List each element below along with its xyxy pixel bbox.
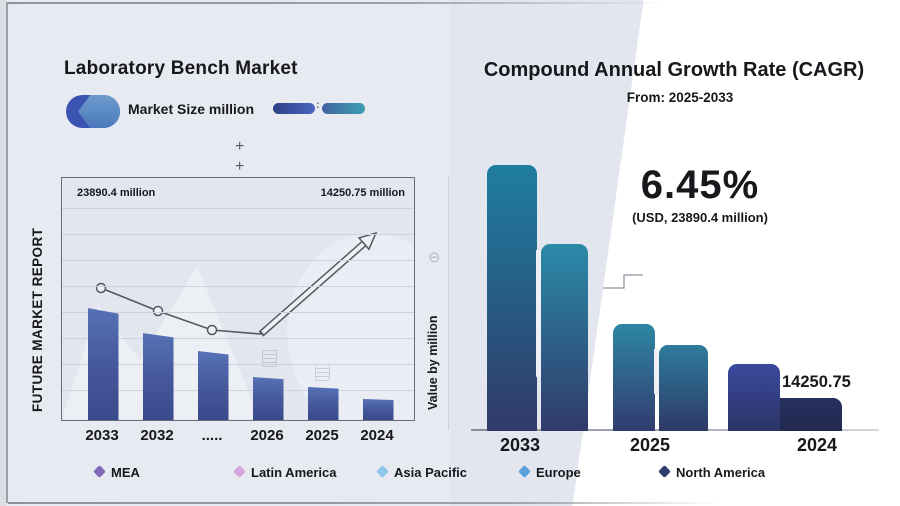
mini-pill-icon-left	[273, 103, 315, 114]
value-label-2024: 14250.75 million	[320, 187, 405, 199]
gridline	[62, 208, 414, 209]
legend-label: Latin America	[251, 465, 337, 480]
market-size-icon	[66, 95, 120, 128]
legend-label: Europe	[536, 465, 581, 480]
x-label-2033: 2033	[85, 427, 119, 444]
cagr-bar-gap-2033	[536, 250, 541, 378]
trend-line-arrow	[95, 231, 378, 337]
market-bar-2026	[252, 377, 284, 420]
cagr-bar-2024-2	[780, 398, 842, 431]
gridline	[62, 312, 414, 313]
x-label-2024: 2024	[360, 427, 394, 444]
trend-marker	[95, 282, 107, 294]
cagr-title: Compound Annual Growth Rate (CAGR)	[483, 59, 865, 81]
cagr-x-label-2033: 2033	[499, 435, 541, 455]
market-bar-2024	[362, 399, 394, 420]
frame-edge	[0, 0, 6, 506]
trend-arrow-shaft	[261, 237, 371, 335]
cagr-detail: (USD, 23890.4 million)	[632, 210, 768, 225]
mini-pill-icon-right	[322, 103, 365, 114]
frame-top-line	[8, 2, 663, 4]
trend-arrow-head	[357, 231, 378, 251]
x-label-2032: 2032	[140, 427, 174, 444]
legend-marker-icon	[233, 465, 246, 478]
x-label-2026: 2026	[250, 427, 284, 444]
x-label-.....: .....	[201, 427, 223, 444]
legend-label: MEA	[111, 465, 140, 480]
legend-marker-icon	[376, 465, 389, 478]
cagr-bar-2025-1	[613, 324, 655, 431]
gridline	[62, 286, 414, 287]
trend-line	[100, 287, 262, 335]
legend-label: North America	[676, 465, 766, 480]
frame-left-line	[6, 2, 8, 503]
annotated-value-2024: 14250.75	[782, 373, 851, 391]
frame-bottom-line	[8, 502, 720, 504]
cagr-x-label-2025: 2025	[629, 435, 671, 455]
cagr-bar-2033-2	[541, 244, 588, 431]
market-bar-.....	[197, 351, 229, 420]
market-size-chart: 23890.4 million 14250.75 million	[61, 177, 415, 421]
cagr-bar-2024-1	[728, 364, 780, 431]
cagr-bar-2025-2	[659, 345, 708, 431]
market-size-icon-facet	[77, 95, 120, 128]
cagr-value: 6.45%	[640, 163, 760, 207]
legend-label: Asia Pacific	[394, 465, 467, 480]
value-label-2033: 23890.4 million	[77, 187, 156, 199]
mini-pill-separator: :	[316, 99, 320, 111]
market-size-label: Market Size million	[128, 101, 255, 117]
legend-marker-icon	[93, 465, 106, 478]
y-axis-label: Value by million	[426, 315, 440, 410]
plus-mark-icon: +	[235, 138, 245, 155]
step-decoration-icon	[603, 274, 643, 289]
trend-marker	[206, 324, 218, 336]
gridline	[62, 390, 414, 391]
trend-marker	[152, 305, 164, 317]
market-bar-2032	[142, 333, 174, 420]
x-label-2025: 2025	[305, 427, 339, 444]
market-bar-2033	[87, 308, 119, 420]
vertical-divider	[448, 176, 449, 430]
cagr-x-label-2024: 2024	[796, 435, 838, 455]
cagr-bar-2033-1	[487, 165, 537, 431]
cagr-bar-gap-2025	[654, 349, 659, 395]
market-bar-2025	[307, 387, 339, 420]
document-watermark-icon	[262, 350, 277, 367]
gridline	[62, 338, 414, 339]
clock-icon: ⊖	[428, 249, 441, 266]
brand-watermark: FUTURE MARKET REPORT	[30, 227, 45, 412]
page-title: Laboratory Bench Market	[64, 58, 298, 79]
plus-mark-icon: +	[235, 158, 245, 175]
gridline	[62, 364, 414, 365]
gridline	[62, 260, 414, 261]
market-chart-plot: 23890.4 million 14250.75 million	[62, 178, 414, 420]
gridline	[62, 234, 414, 235]
cagr-subtitle: From: 2025-2033	[626, 90, 734, 105]
